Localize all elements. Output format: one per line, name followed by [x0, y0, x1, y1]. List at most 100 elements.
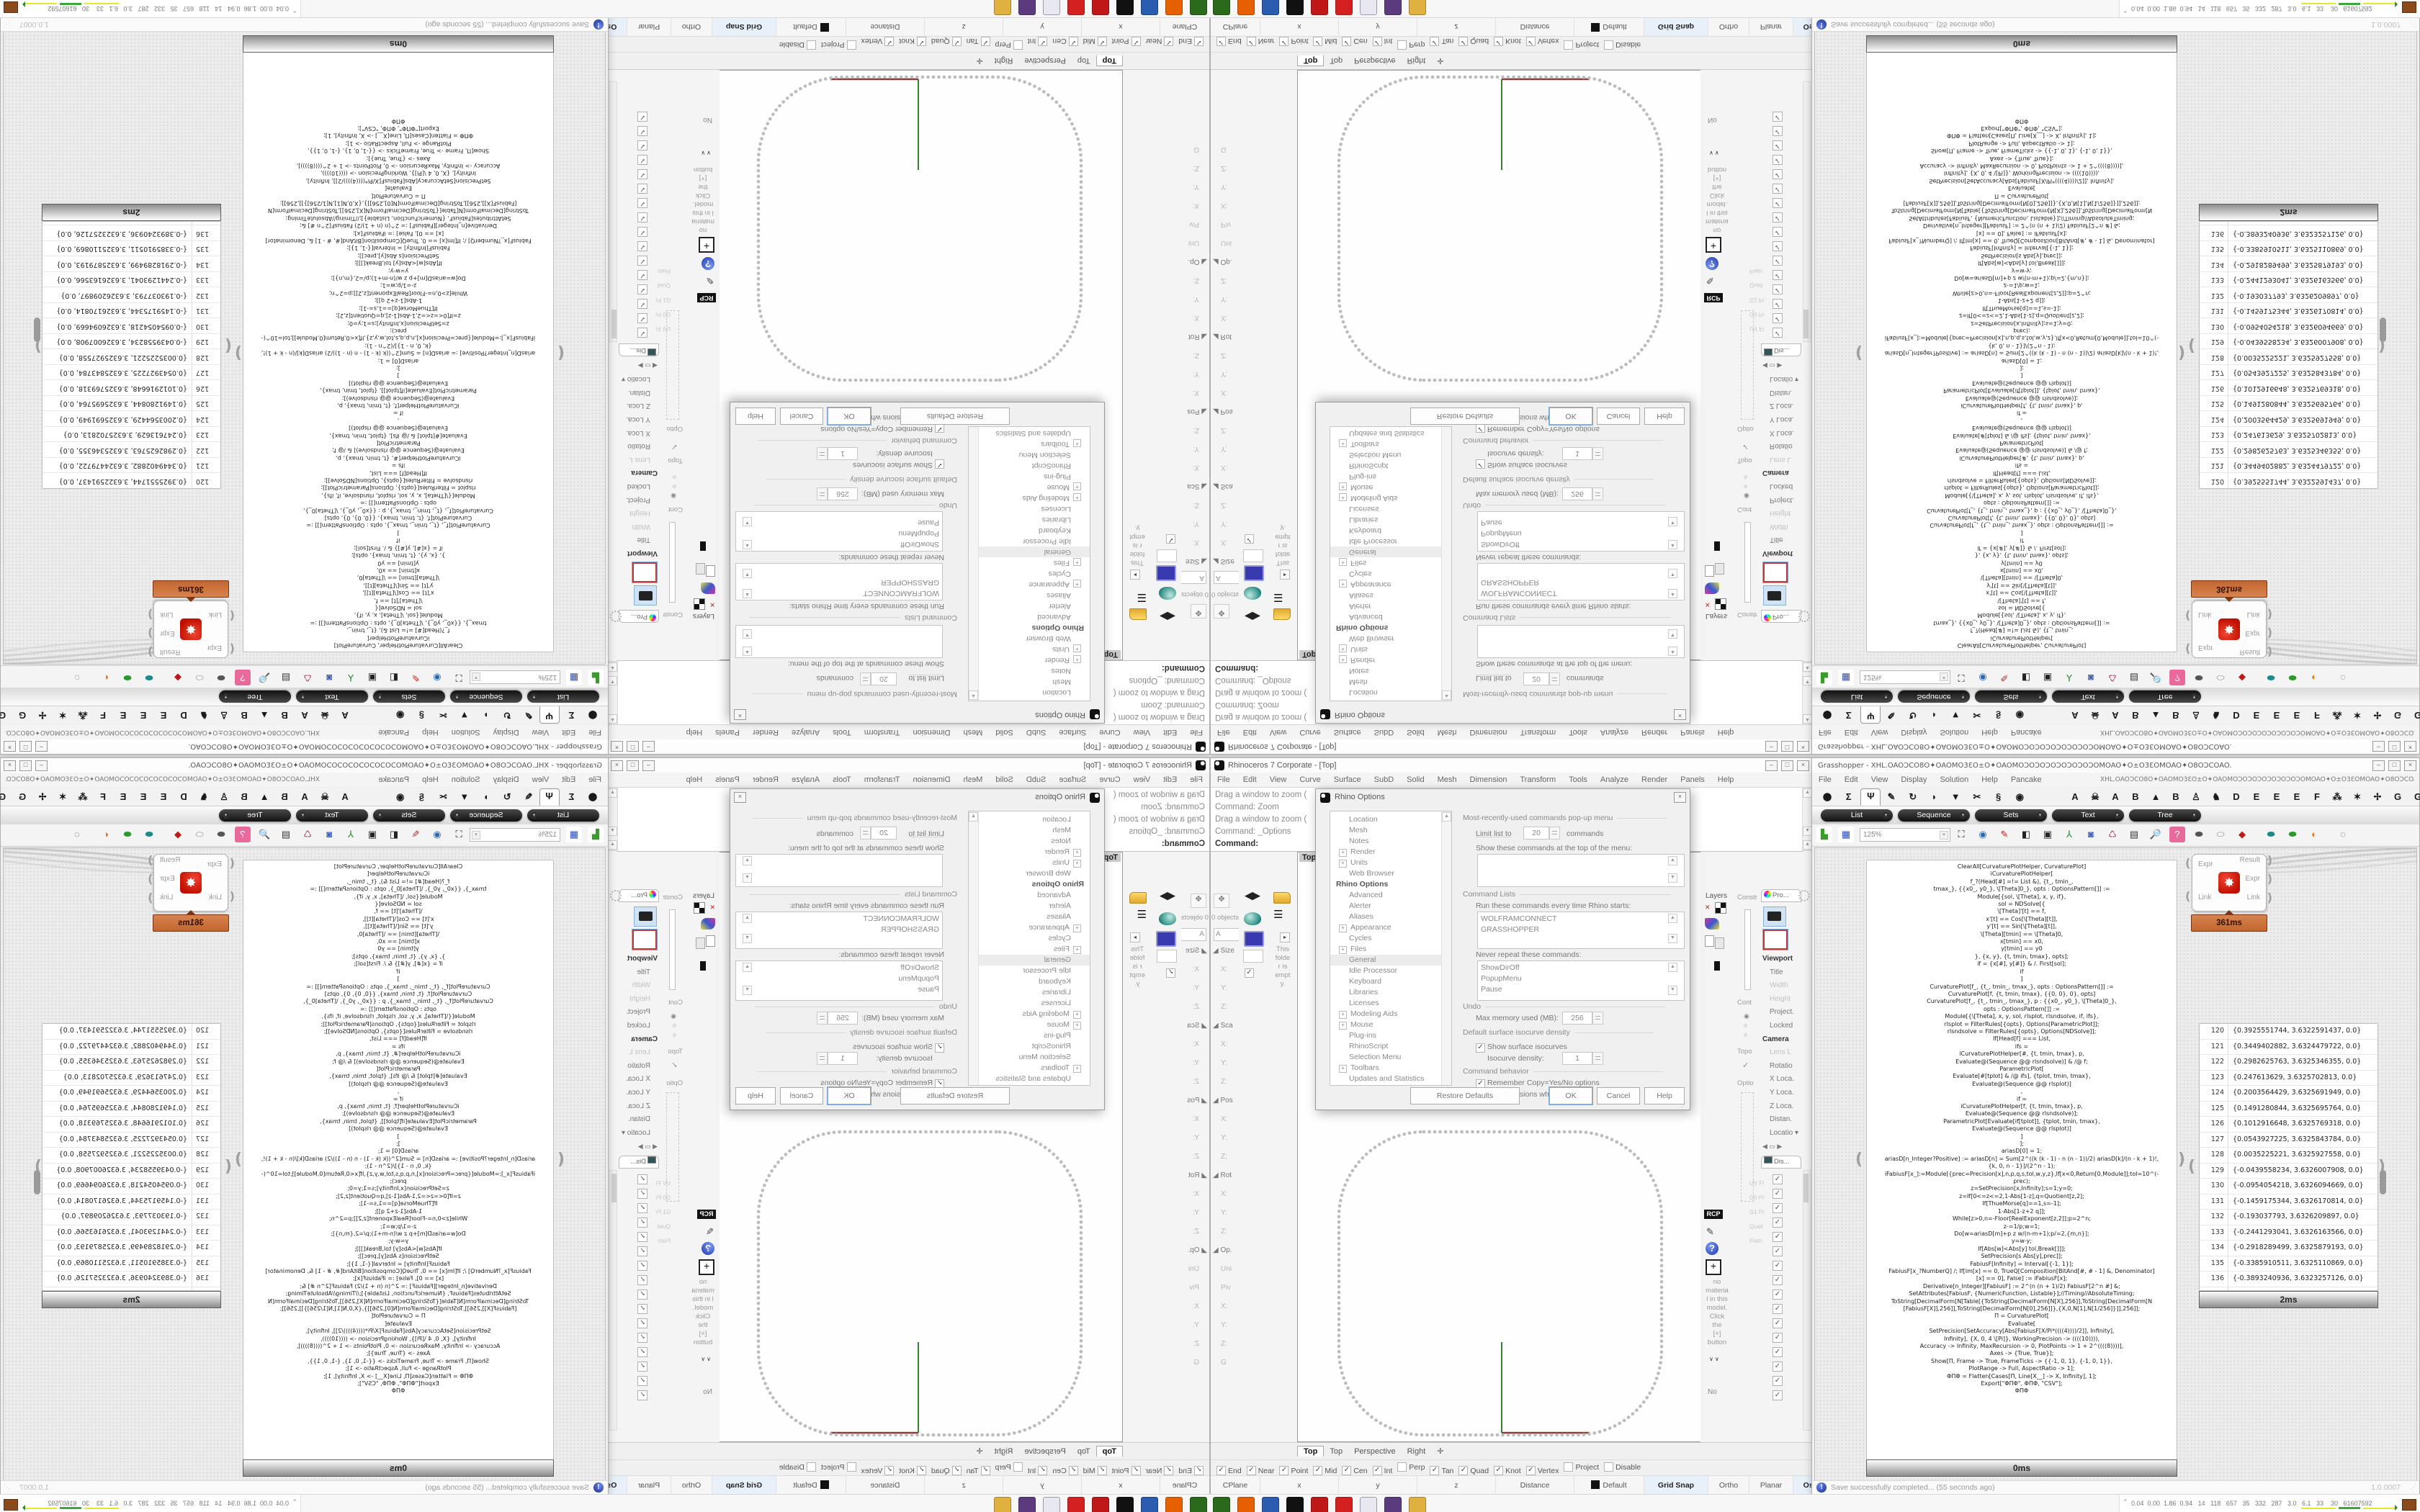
expand-right-icon[interactable]: ▸	[1280, 570, 1290, 580]
taskbar-red-badge-icon[interactable]	[1092, 0, 1109, 15]
hamburger-icon[interactable]: ☰	[1137, 909, 1147, 921]
status-cplane[interactable]: CPlane	[1211, 1476, 1260, 1495]
category-text[interactable]: Text ▾	[296, 809, 368, 822]
command-scrollbar[interactable]: ▲▼ ▲▼	[1802, 652, 1812, 724]
osnap-quad[interactable]: ✓ Quad	[931, 1466, 962, 1475]
point-row[interactable]: 129 {-0.0439558234, 3.6326007908, 0.0}	[2200, 333, 2378, 349]
point-row[interactable]: 127 {0.0543927225, 3.6325843784, 0.0}	[2200, 364, 2378, 380]
tree-item-keyboard[interactable]: Keyboard	[1039, 977, 1071, 986]
tree-item-web-browser[interactable]: Web Browser	[1026, 869, 1071, 878]
add-material-button[interactable]: +	[699, 1259, 714, 1275]
collapse-arrows[interactable]: ∨∨	[1709, 150, 1721, 156]
property-row-project[interactable]: Project.	[1770, 1008, 1794, 1017]
axes-icon[interactable]: ⅄	[2061, 670, 2077, 685]
bean-green-icon[interactable]: ⬬	[2285, 827, 2300, 842]
display-checkbox[interactable]: ✓	[637, 169, 647, 179]
display-scrollbar[interactable]	[609, 81, 617, 342]
osnap-tan[interactable]: ✓ Tan	[967, 37, 990, 46]
output-port-expr[interactable]: Expr	[2245, 875, 2260, 883]
status-x[interactable]: x	[1260, 1476, 1339, 1495]
osnap-bar[interactable]: ✓ End ✓ Near ✓ Point ✓ Mid ✓ Cen ✓ Int Perp ✓ Tan ✓ Quad…	[608, 1459, 1209, 1475]
gh-close-button[interactable]: ×	[4, 741, 16, 752]
tab-e2[interactable]: E	[2273, 791, 2280, 802]
mesh-icon[interactable]: ▼	[1950, 710, 1960, 721]
bean-teal-icon[interactable]: ⬬	[2263, 670, 2279, 685]
point-row[interactable]: 122 {0.2982625763, 3.6325346355, 0.0}	[2200, 1055, 2378, 1071]
point-list-panel[interactable]: 120 {0.3925551744, 3.6322591437, 0.0} 121{…	[2199, 1023, 2378, 1291]
new-document-icon[interactable]: ▙	[1816, 827, 1832, 842]
rhino-menu-subd[interactable]: SubD	[1026, 728, 1047, 737]
layer-state-icon[interactable]: ✕	[709, 601, 715, 608]
category-sets[interactable]: Sets ▾	[1975, 690, 2047, 703]
code-panel[interactable]: ClearAll[CurvaturePlotHelper, CurvatureP…	[1866, 860, 2177, 1462]
resize-grip[interactable]: ⋰	[732, 1101, 739, 1108]
osnap-end[interactable]: ✓ End	[1216, 1466, 1242, 1475]
limit-list-value[interactable]: 20	[871, 672, 897, 685]
point-row[interactable]: 120 {0.3925551744, 3.6322591437, 0.0}	[2200, 472, 2378, 488]
dome-icon[interactable]	[1244, 912, 1261, 925]
help-icon[interactable]: ?	[1706, 257, 1718, 270]
osnap-disable[interactable]: Disable	[1604, 1462, 1641, 1472]
rhino-menu-help[interactable]: Help	[1717, 775, 1734, 784]
rcp-badge[interactable]: RCP	[697, 1210, 716, 1219]
tab-mountain[interactable]: ▲	[2151, 710, 2161, 721]
tree-item-cycles[interactable]: Cycles	[1048, 570, 1071, 578]
constraint-check[interactable]: ✓	[671, 1061, 678, 1070]
display-checkbox[interactable]: ✓	[637, 155, 647, 165]
rhino-titlebar[interactable]: Rhinoceros 7 Corporate - [Top] – □ ×	[608, 739, 1209, 754]
limit-spinner[interactable]	[860, 827, 871, 840]
tab-moth[interactable]: ✢	[2373, 791, 2382, 802]
monitor-caret-icon[interactable]: ⌃	[2123, 6, 2128, 14]
property-row-distan[interactable]: Distan.	[627, 1115, 650, 1124]
point-row[interactable]: 127 {0.0543927225, 3.6325843784, 0.0}	[42, 1132, 220, 1148]
display-icon[interactable]: ◉	[396, 710, 405, 721]
tab-b1[interactable]: B	[2132, 710, 2139, 721]
cluster-icon[interactable]: ◙	[2083, 670, 2099, 685]
gh-maximize-button[interactable]: □	[19, 741, 32, 752]
tree-item-aliases[interactable]: Aliases	[1047, 591, 1071, 600]
list-scroll-thumb[interactable]	[34, 318, 40, 342]
tree-item-licenses[interactable]: Licenses	[1349, 999, 1379, 1007]
save-icon[interactable]: ▦	[1838, 827, 1854, 842]
minimize-button[interactable]: –	[642, 760, 655, 771]
vector-icon[interactable]: ✎	[1887, 791, 1896, 802]
property-row-width[interactable]: Width	[1770, 522, 1788, 531]
display-checkbox[interactable]: ✓	[637, 1347, 647, 1357]
paintbrush-icon[interactable]: ✎	[706, 1226, 714, 1237]
rhino-menu-subd[interactable]: SubD	[1373, 728, 1394, 737]
tree-item-mouse[interactable]: +Mouse	[969, 482, 1090, 492]
tree-item-cycles[interactable]: Cycles	[1048, 934, 1071, 942]
display-checkbox[interactable]: ✓	[1773, 1347, 1783, 1357]
status-planar[interactable]: Planar	[627, 17, 671, 36]
tab-g1[interactable]: G	[18, 791, 27, 802]
property-row-yloca[interactable]: Y Loca.	[1770, 415, 1794, 424]
status-ortho[interactable]: Ortho	[671, 1476, 712, 1495]
tab-a1[interactable]: A	[2071, 791, 2079, 802]
gh-menu-help[interactable]: Help	[422, 728, 439, 737]
tree-item-toolbars[interactable]: +Toolbars	[1330, 1063, 1451, 1074]
listbox-down[interactable]: ▼	[743, 629, 752, 639]
restore-defaults-button[interactable]: Restore Defaults	[1410, 408, 1520, 425]
vector-icon[interactable]: ✎	[524, 710, 533, 721]
folder-icon[interactable]	[1129, 608, 1147, 620]
gh-canvas[interactable]: ( ) ClearAll[CurvaturePlotHelper, Curvat…	[1814, 847, 2417, 1481]
mesh-icon[interactable]: ▼	[1950, 791, 1960, 802]
gh-menu-edit[interactable]: Edit	[562, 775, 576, 784]
tab-a2[interactable]: A	[301, 710, 308, 721]
osnap-end[interactable]: ✓ End	[1178, 1466, 1204, 1475]
property-row-project[interactable]: Project.	[626, 1008, 650, 1017]
output-port-result[interactable]: Result	[2239, 856, 2260, 864]
dock-field2[interactable]	[1243, 549, 1263, 562]
tree-item-keyboard[interactable]: Keyboard	[1349, 977, 1381, 986]
gh-minimize-button[interactable]: –	[35, 741, 48, 752]
osnap-knot[interactable]: ✓ Knot	[899, 1466, 926, 1475]
run-command-item[interactable]: GRASSHOPPER	[1481, 925, 1540, 934]
preview-shaded-icon[interactable]: ▣	[2040, 670, 2056, 685]
display-checkbox[interactable]: ✓	[637, 1232, 647, 1242]
help-icon[interactable]: ?	[702, 257, 714, 270]
category-sequence[interactable]: Sequence ▾	[1898, 809, 1970, 822]
point-row[interactable]: 137{-0.4366640544, 3.6219882257, 0.0}	[2200, 1287, 2378, 1290]
taskbar-red-gear-icon[interactable]	[1067, 1497, 1085, 1512]
rhino-menu-help[interactable]: Help	[686, 775, 703, 784]
tree-item-render[interactable]: +Render	[969, 654, 1090, 665]
